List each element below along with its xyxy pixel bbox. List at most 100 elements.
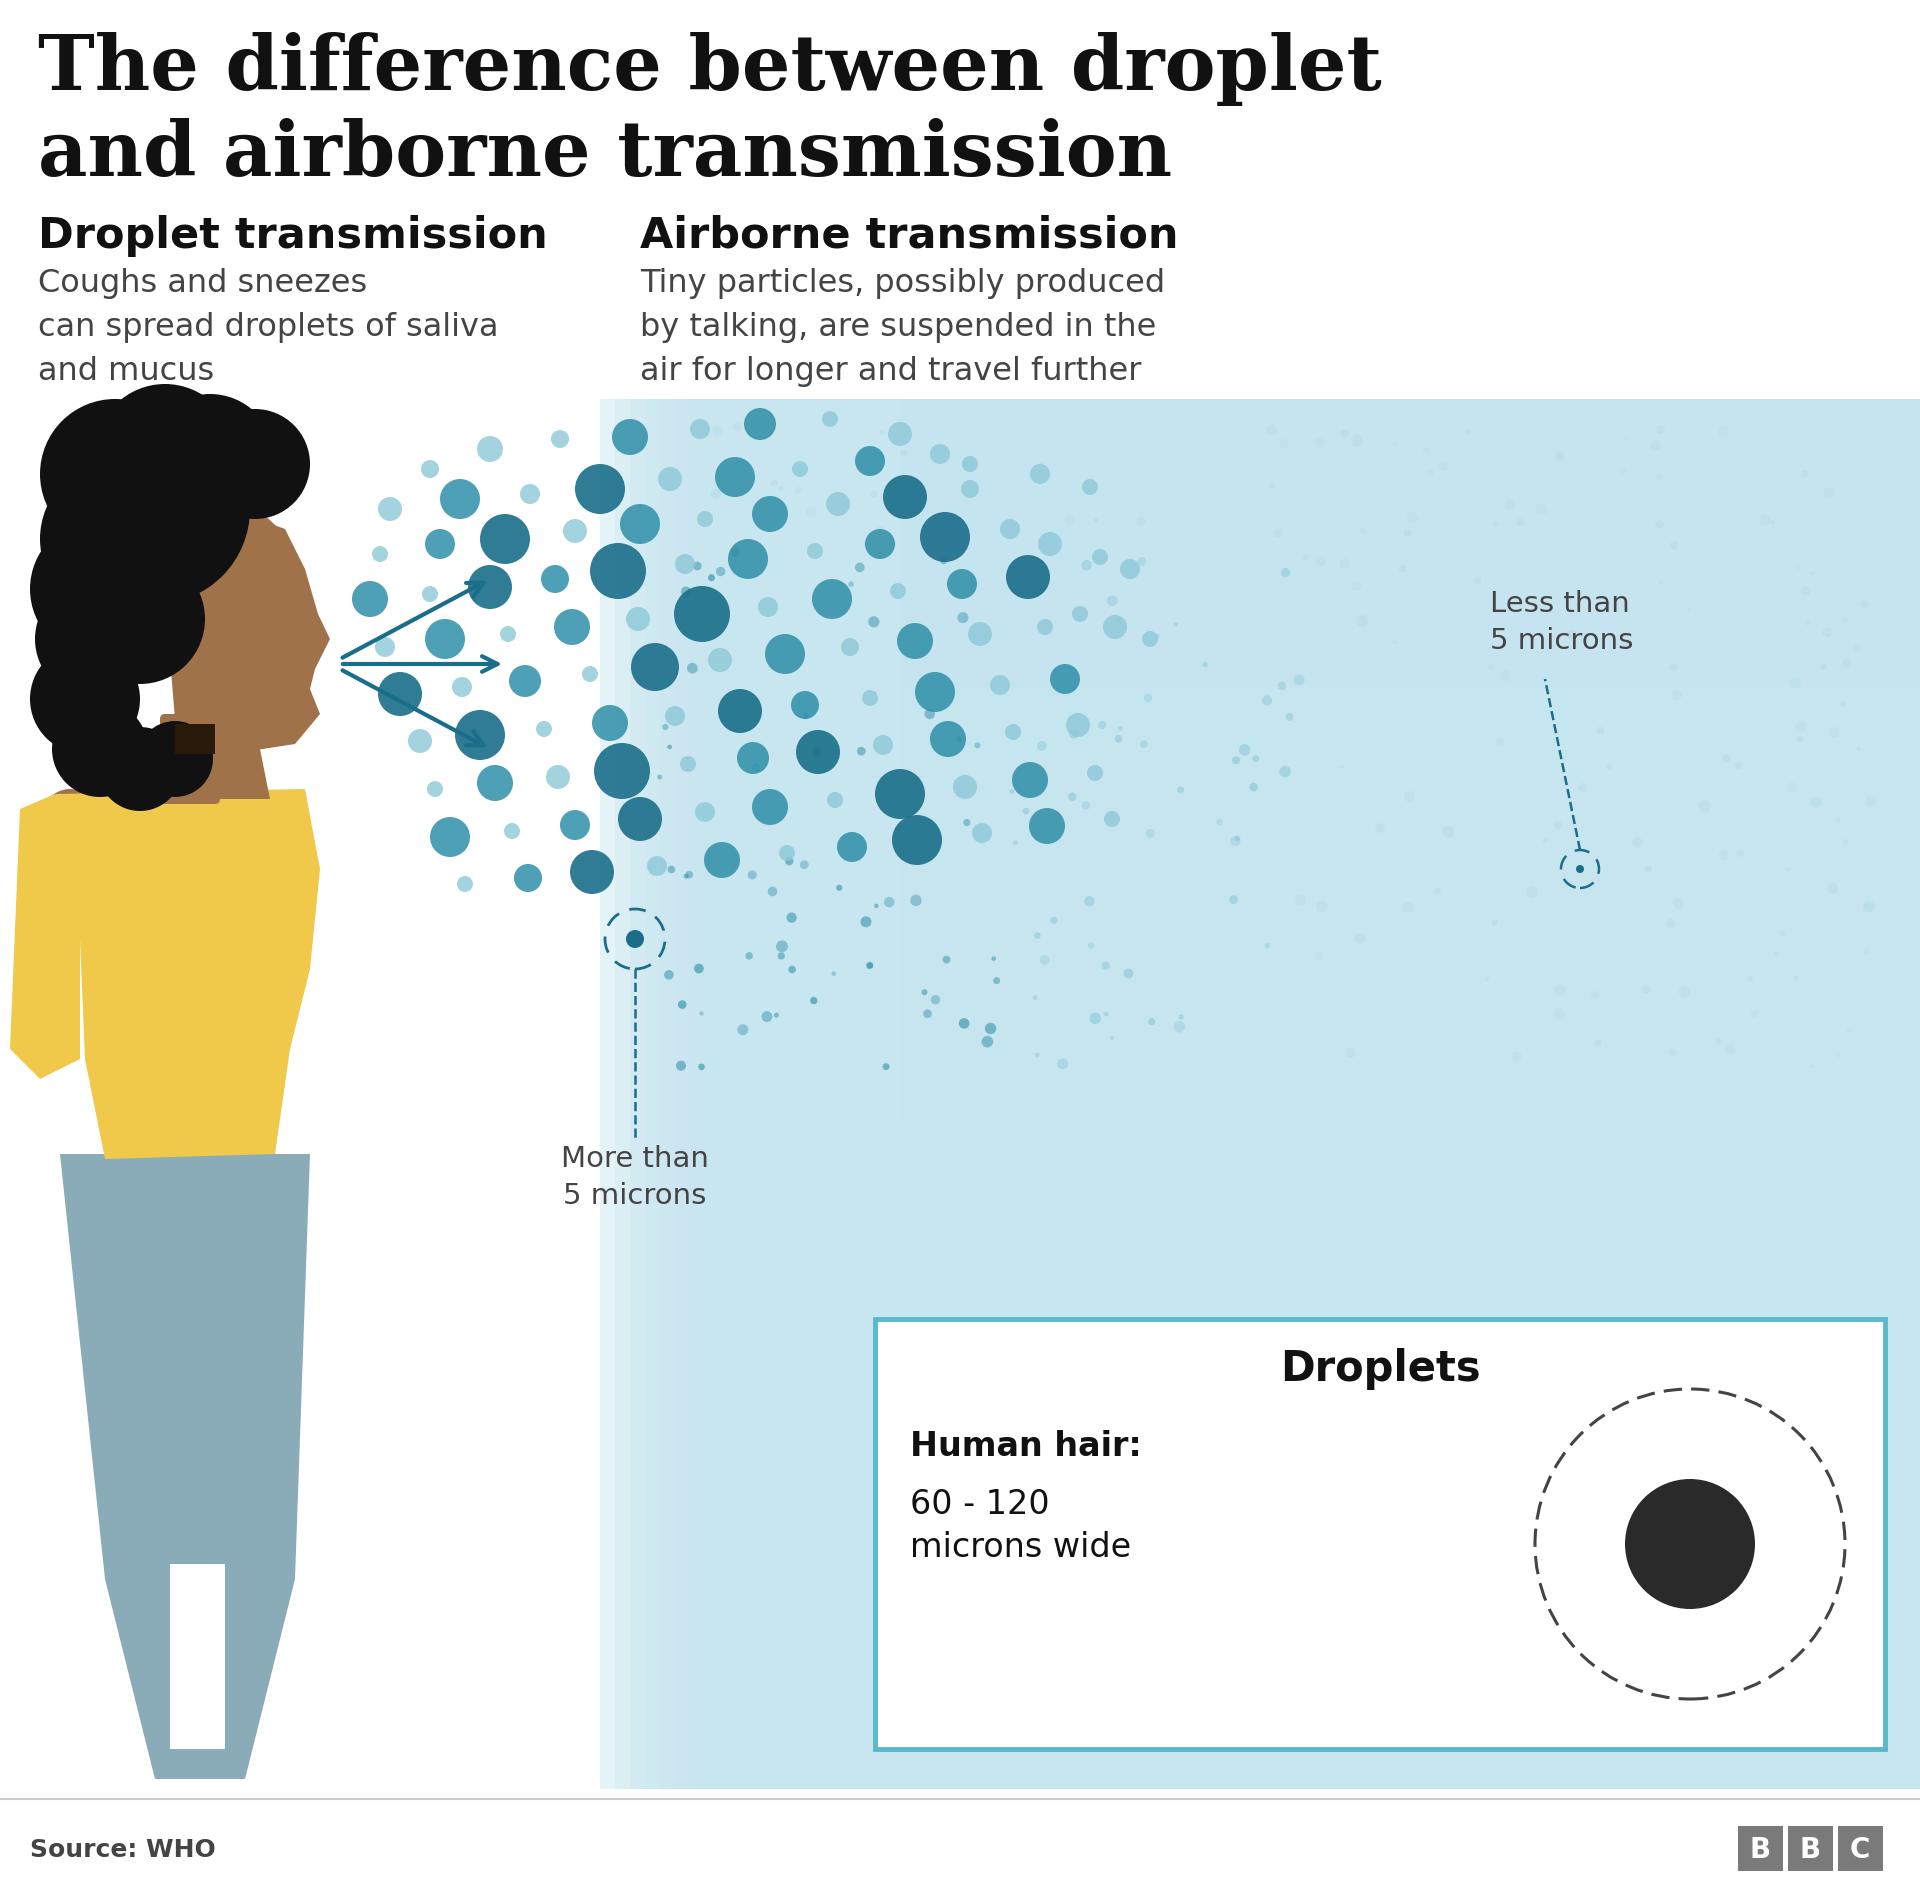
Bar [900,1030,1920,1047]
Bar [630,400,1920,1790]
Circle shape [1670,541,1678,551]
Circle shape [94,385,234,525]
Circle shape [1265,425,1277,436]
Circle shape [1423,447,1428,453]
Circle shape [1294,675,1304,686]
Bar [900,489,1920,508]
Circle shape [499,626,516,643]
Circle shape [941,558,947,564]
Circle shape [1217,820,1223,825]
Circle shape [545,765,570,790]
Circle shape [791,692,820,720]
Circle shape [893,816,943,865]
Circle shape [378,498,401,523]
Circle shape [801,861,808,870]
Circle shape [1102,615,1127,639]
Circle shape [1037,620,1052,635]
Circle shape [883,897,895,908]
Circle shape [618,797,662,842]
Circle shape [797,731,841,775]
Bar [1169,400,1920,1790]
Circle shape [1116,735,1123,743]
Bar [900,562,1920,579]
Circle shape [570,850,614,895]
Circle shape [574,464,626,515]
Text: Droplet transmission: Droplet transmission [38,214,547,258]
Circle shape [1340,558,1350,570]
Circle shape [929,722,966,758]
Circle shape [747,870,756,880]
Circle shape [98,728,182,812]
Circle shape [962,481,979,498]
Circle shape [1404,791,1415,803]
Circle shape [60,415,250,605]
Text: 60 - 120
microns wide: 60 - 120 microns wide [910,1487,1131,1564]
Circle shape [31,519,171,660]
Circle shape [835,885,843,891]
Bar [1788,1825,1834,1871]
Circle shape [1801,587,1811,596]
Circle shape [1281,568,1290,577]
Bar [900,850,1920,867]
Circle shape [1843,840,1849,846]
Circle shape [1511,1051,1523,1062]
Bar [916,400,1920,1790]
Circle shape [136,722,213,797]
Circle shape [968,622,993,647]
Circle shape [1407,513,1419,525]
Bar [705,400,1920,1790]
Circle shape [1279,767,1290,778]
Ellipse shape [31,790,109,910]
Bar [1260,400,1920,1790]
Circle shape [1092,519,1098,525]
Circle shape [1269,483,1275,489]
Circle shape [1404,530,1411,538]
Circle shape [1089,944,1094,949]
Circle shape [1119,560,1140,579]
Circle shape [699,1064,705,1072]
Bar [826,400,1920,1790]
Circle shape [1006,556,1050,600]
Circle shape [1315,901,1327,914]
Circle shape [372,547,388,562]
Circle shape [1104,1011,1108,1017]
Circle shape [1734,761,1741,771]
Circle shape [1012,840,1018,846]
Circle shape [684,874,689,880]
Circle shape [877,526,885,534]
Circle shape [1058,1058,1068,1070]
Bar [1334,400,1920,1790]
Circle shape [424,530,455,560]
Bar [810,400,1920,1790]
Bar [900,598,1920,615]
Bar [1125,400,1920,1790]
Circle shape [924,1010,931,1019]
Bar [900,669,1920,688]
Circle shape [1069,729,1079,739]
Bar [900,579,1920,598]
Bar [720,400,1920,1790]
Circle shape [1148,1019,1156,1025]
Circle shape [916,673,954,713]
Circle shape [1265,944,1269,949]
Circle shape [837,833,868,863]
Circle shape [929,446,950,464]
Bar [1365,400,1920,1790]
Bar [1244,400,1920,1790]
Circle shape [822,412,837,429]
Text: Droplets: Droplets [1281,1348,1480,1389]
Circle shape [764,635,804,675]
Bar [900,400,1920,417]
Circle shape [1375,823,1384,833]
Circle shape [35,579,156,699]
Circle shape [1356,617,1369,628]
Bar [1066,400,1920,1790]
Circle shape [1718,427,1728,438]
Circle shape [1475,577,1480,585]
Circle shape [1657,427,1665,434]
Circle shape [1279,682,1286,690]
Text: Human hair:: Human hair: [910,1429,1142,1463]
Circle shape [737,1025,749,1036]
Circle shape [1104,812,1119,827]
Circle shape [40,461,200,620]
